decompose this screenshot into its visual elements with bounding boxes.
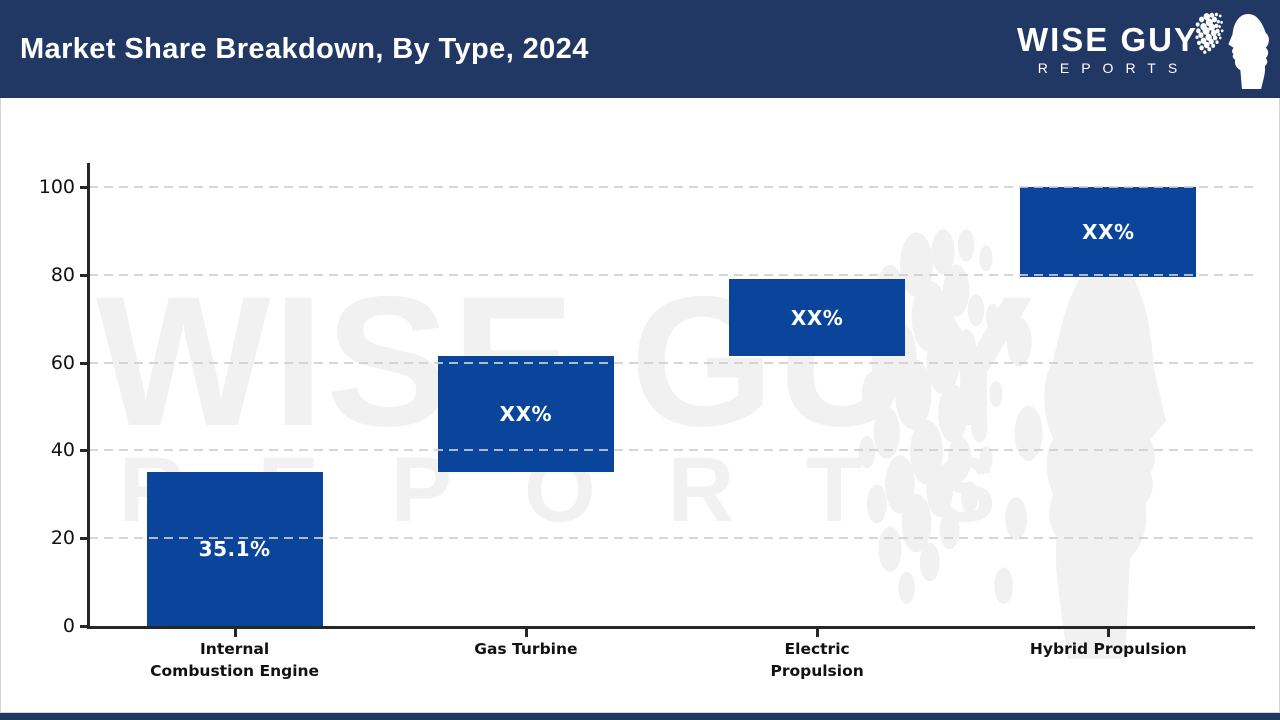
y-tick-label: 20 [50, 527, 75, 550]
bar-value-label: XX% [499, 401, 553, 426]
category-label: Gas Turbine [474, 640, 578, 658]
bar: 35.1% [146, 471, 323, 626]
logo: WISE GUY REPORTS [1017, 5, 1270, 93]
bar-value-label: XX% [790, 305, 844, 330]
gridline [89, 273, 1254, 276]
y-tick-mark [80, 273, 88, 277]
bar-value-label: XX% [1082, 219, 1135, 244]
gridline [89, 537, 1254, 540]
x-tick-mark [524, 629, 528, 637]
x-tick-mark [816, 629, 820, 637]
logo-wordmark: WISE GUY [1016, 21, 1198, 58]
y-tick-mark [80, 186, 88, 189]
x-axis-line [87, 626, 1255, 629]
watermark-head-icon [858, 229, 1166, 659]
category-label: Electric Propulsion [770, 640, 864, 680]
plot-area: 0 20 40 60 80 100 35.1% Internal Combustion Eng… [1, 98, 1279, 712]
x-tick-mark [233, 629, 237, 637]
logo-subtitle: REPORTS [1037, 60, 1190, 76]
logo-face-icon [1195, 12, 1269, 89]
category-label: Hybrid Propulsion [1029, 640, 1187, 658]
logo-text: WISE GUY REPORTS [1017, 23, 1198, 75]
footer-bar [0, 713, 1280, 720]
category-label: Internal Combustion Engine [150, 640, 320, 680]
y-tick-mark [80, 625, 88, 628]
y-axis-line [87, 163, 90, 628]
bar-value-label: 35.1% [198, 536, 271, 561]
chart-area: WISE GUY REPORTS 02040608010035.1%Intern… [0, 98, 1280, 713]
bar: XX% [729, 279, 906, 356]
y-tick-label: 40 [50, 439, 75, 462]
y-tick-label: 60 [50, 351, 75, 374]
gridline [89, 449, 1254, 452]
bar: XX% [437, 356, 614, 472]
y-tick-label: 0 [62, 615, 75, 637]
page-title: Market Share Breakdown, By Type, 2024 [20, 32, 589, 65]
y-tick-mark [80, 361, 88, 365]
y-tick-label: 100 [38, 176, 75, 198]
gridline [89, 361, 1254, 364]
y-tick-mark [80, 537, 88, 541]
gridline [89, 186, 1254, 188]
y-tick-label: 80 [50, 263, 75, 286]
header: Market Share Breakdown, By Type, 2024 WI… [0, 0, 1280, 98]
y-tick-mark [80, 449, 88, 453]
bar: XX% [1020, 187, 1197, 277]
x-tick-mark [1107, 629, 1111, 637]
